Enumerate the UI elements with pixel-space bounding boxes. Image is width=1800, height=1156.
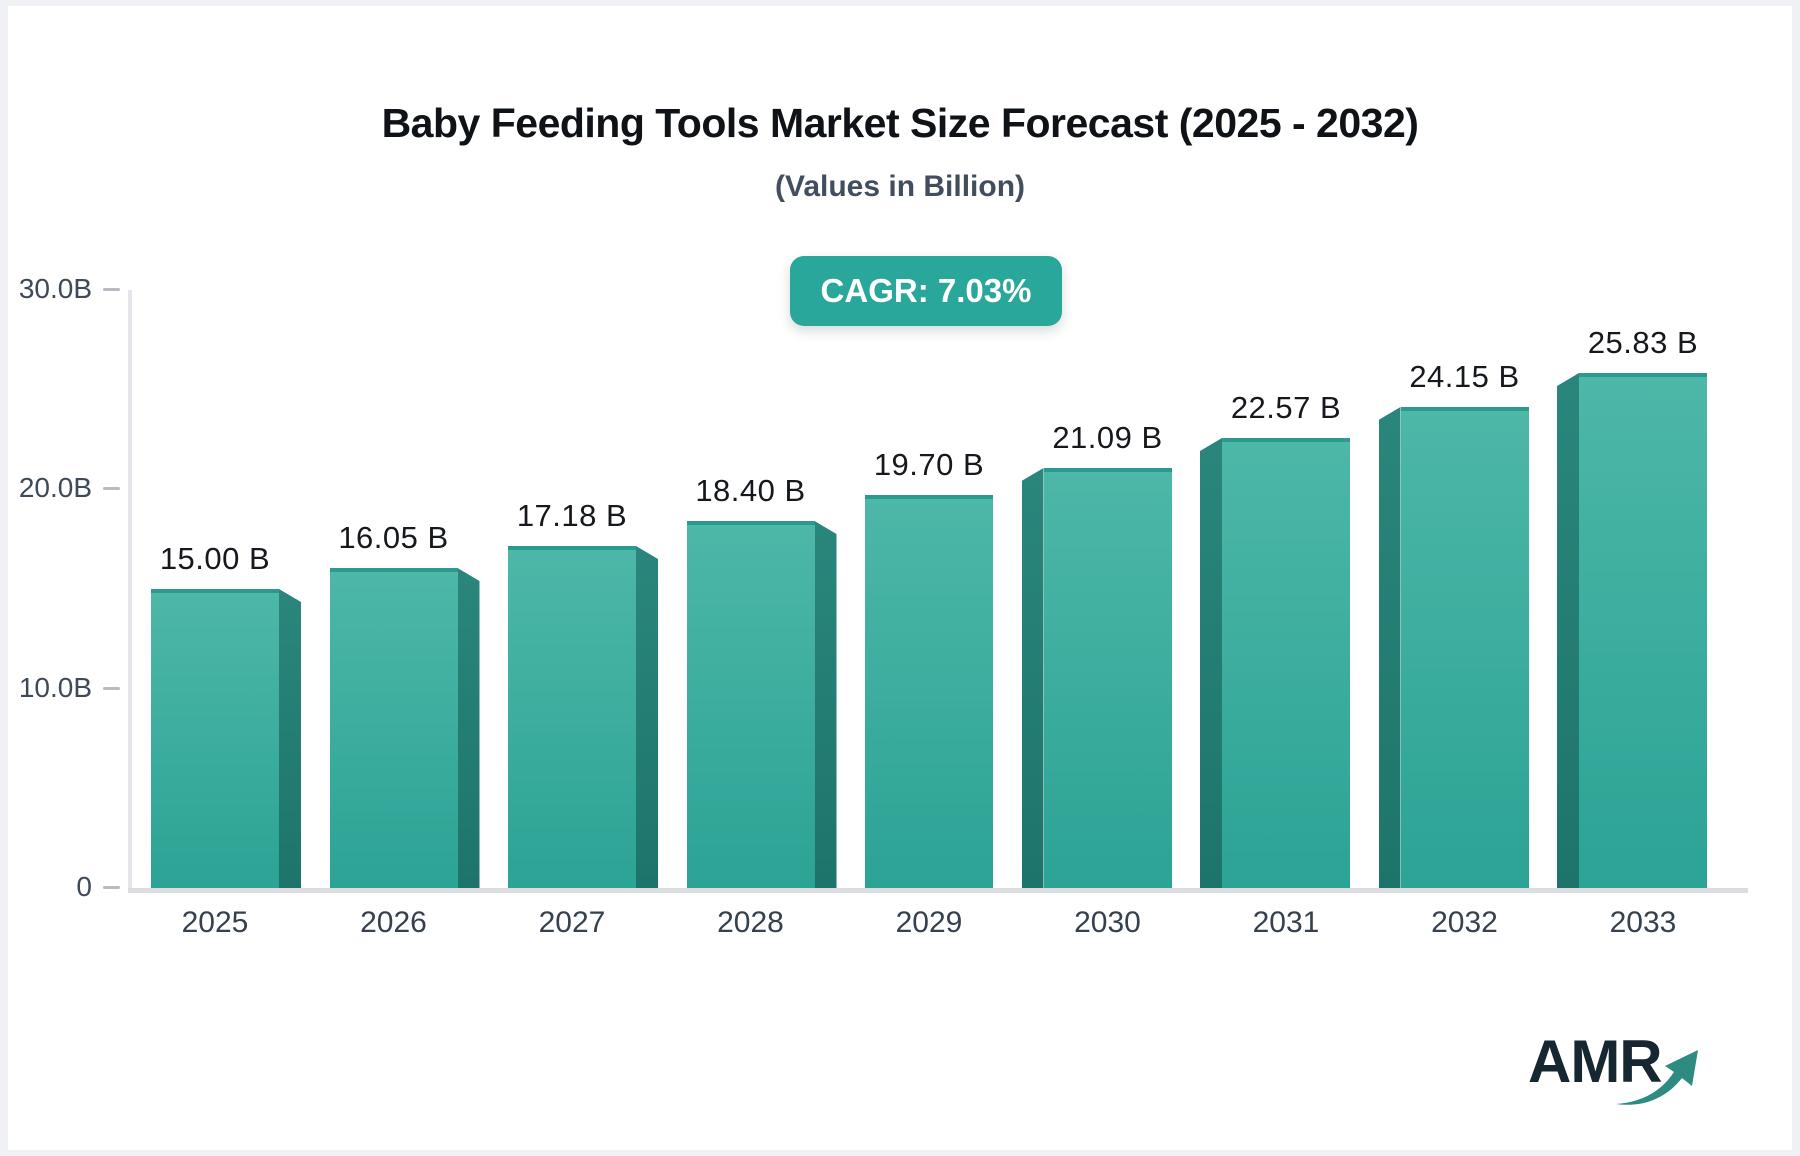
y-tick-dash [103,288,120,291]
cagr-badge-label: CAGR: 7.03% [820,272,1032,309]
x-tick-label: 2032 [1431,906,1498,939]
y-tick-label: 10.0B [18,671,92,703]
y-tick-label: 30.0B [18,273,92,304]
x-tick-label: 2030 [1074,906,1141,939]
bar-2032 [1400,407,1529,888]
bar-side-face [1378,407,1401,888]
x-tick-label: 2026 [360,906,427,939]
bar-value-label: 25.83 B [1587,325,1699,360]
chart-title: Baby Feeding Tools Market Size Forecast … [381,100,1419,146]
bar-2028 [686,521,815,888]
growth-arrow-icon [1616,1050,1698,1105]
bar-2031 [1222,438,1350,888]
y-tick-dash [103,686,120,690]
bar-2033 [1579,373,1707,888]
bar-side-face [279,589,301,888]
bar-side-face [1557,373,1579,888]
bar-2029 [865,495,993,888]
y-tick-label: 20.0B [18,472,92,504]
bar-value-label: 22.57 B [1230,390,1342,425]
bar-value-label: 24.15 B [1409,359,1520,394]
x-tick-label: 2027 [538,906,606,939]
bar-2030 [1043,468,1172,888]
bar-side-face [1200,438,1222,888]
bar-2027 [508,546,636,888]
y-tick-dash [103,886,120,889]
brand-logo-text: AMR [1528,1028,1663,1095]
bar-2026 [329,568,458,888]
bar-side-face [636,546,658,888]
bar-value-label: 15.00 B [159,541,271,576]
x-tick-label: 2029 [895,906,963,939]
x-tick-label: 2028 [717,906,784,939]
bar-value-label: 16.05 B [338,520,449,555]
y-tick-label: 0 [76,871,92,902]
bar-value-label: 19.70 B [873,447,985,482]
cagr-badge: CAGR: 7.03% [790,256,1062,326]
x-tick-label: 2033 [1609,906,1677,939]
bar-value-label: 21.09 B [1052,420,1163,455]
bar-side-face [814,521,837,888]
bar-value-label: 18.40 B [695,473,806,508]
y-tick-dash [103,487,120,491]
brand-logo: AMR [1528,1032,1728,1112]
x-tick-label: 2025 [181,906,249,939]
chart-subtitle: (Values in Billion) [774,170,1026,203]
bar-2025 [151,589,279,888]
bar-value-label: 17.18 B [516,498,628,533]
x-tick-label: 2031 [1252,906,1320,939]
bar-side-face [457,568,480,888]
bar-side-face [1021,468,1044,888]
x-axis-line [128,888,1748,893]
y-axis-line [128,290,132,888]
